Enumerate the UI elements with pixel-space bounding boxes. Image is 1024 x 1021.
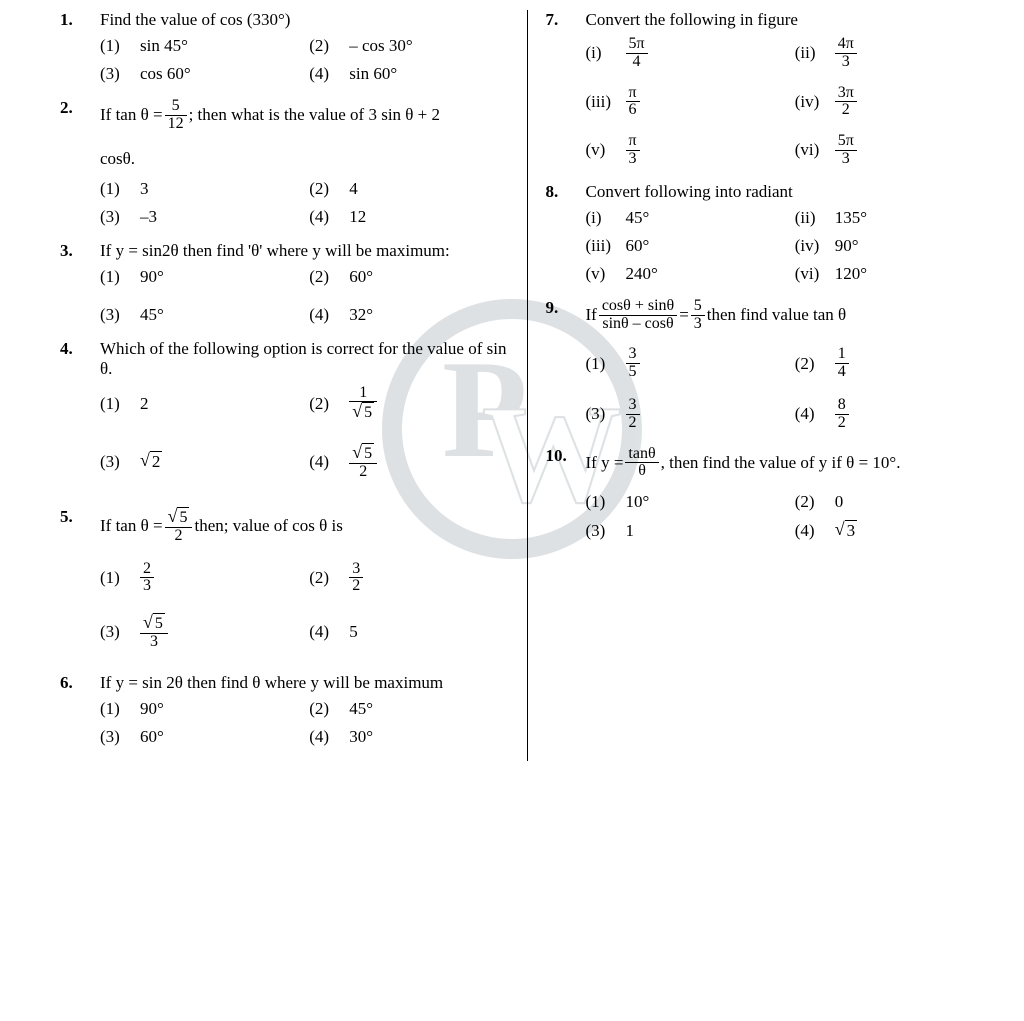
option: (4)√3 xyxy=(795,520,994,541)
option: (2)60° xyxy=(309,267,508,287)
q-stem: If tan θ = √52 then; value of cos θ is xyxy=(100,507,343,545)
option: (1)3 xyxy=(100,179,299,199)
option: (4)sin 60° xyxy=(309,64,508,84)
option: (3)1 xyxy=(586,520,785,541)
option: (2)– cos 30° xyxy=(309,36,508,56)
option: (3)60° xyxy=(100,727,299,747)
q-number: 2. xyxy=(60,98,100,227)
question-3: 3. If y = sin2θ then find 'θ' where y wi… xyxy=(60,241,509,325)
q-stem: Find the value of cos (330°) xyxy=(100,10,509,30)
option: (1)10° xyxy=(586,492,785,512)
option: (3)√53 xyxy=(100,613,299,651)
q-number: 4. xyxy=(60,339,100,481)
option: (2)4 xyxy=(309,179,508,199)
option: (1)90° xyxy=(100,699,299,719)
option: (i)5π4 xyxy=(586,36,785,71)
option: (3)32 xyxy=(586,397,785,432)
q-number: 6. xyxy=(60,673,100,747)
option: (2) 1√5 xyxy=(309,385,508,423)
option: (vi)120° xyxy=(795,264,994,284)
option: (vi)5π3 xyxy=(795,133,994,168)
q-stem: Convert following into radiant xyxy=(586,182,995,202)
q-stem: If y = tanθθ , then find the value of y … xyxy=(586,446,901,481)
option: (v)240° xyxy=(586,264,785,284)
fraction: tanθθ xyxy=(625,446,658,481)
q-number: 10. xyxy=(546,446,586,542)
q-stem: If y = sin2θ then find 'θ' where y will … xyxy=(100,241,509,261)
fraction: cosθ + sinθsinθ – cosθ xyxy=(599,298,677,333)
question-1: 1. Find the value of cos (330°) (1)sin 4… xyxy=(60,10,509,84)
option: (4)30° xyxy=(309,727,508,747)
option: (2)14 xyxy=(795,346,994,381)
right-column: 7. Convert the following in figure (i)5π… xyxy=(528,10,995,761)
q-number: 9. xyxy=(546,298,586,432)
option: (4)82 xyxy=(795,397,994,432)
option: (iv)90° xyxy=(795,236,994,256)
fraction: 512 xyxy=(165,98,187,133)
question-7: 7. Convert the following in figure (i)5π… xyxy=(546,10,995,168)
option: (i)45° xyxy=(586,208,785,228)
question-5: 5. If tan θ = √52 then; value of cos θ i… xyxy=(60,507,509,652)
q-number: 5. xyxy=(60,507,100,652)
option: (ii)135° xyxy=(795,208,994,228)
option: (3)45° xyxy=(100,305,299,325)
question-4: 4. Which of the following option is corr… xyxy=(60,339,509,481)
option: (1)90° xyxy=(100,267,299,287)
option: (4)32° xyxy=(309,305,508,325)
question-2: 2. If tan θ = 512 ; then what is the val… xyxy=(60,98,509,227)
q-number: 3. xyxy=(60,241,100,325)
page: 1. Find the value of cos (330°) (1)sin 4… xyxy=(60,10,994,761)
option: (1)23 xyxy=(100,561,299,596)
option: (4)5 xyxy=(309,613,508,651)
option: (4) √52 xyxy=(309,443,508,481)
option: (1)35 xyxy=(586,346,785,381)
option: (1)sin 45° xyxy=(100,36,299,56)
question-9: 9. If cosθ + sinθsinθ – cosθ = 53 then f… xyxy=(546,298,995,432)
q-stem: Convert the following in figure xyxy=(586,10,995,30)
option: (2)0 xyxy=(795,492,994,512)
option: (3) √2 xyxy=(100,443,299,481)
option: (iii)60° xyxy=(586,236,785,256)
q-stem: If tan θ = 512 ; then what is the value … xyxy=(100,98,440,133)
option: (iv)3π2 xyxy=(795,85,994,120)
q-stem: If y = sin 2θ then find θ where y will b… xyxy=(100,673,509,693)
q-number: 8. xyxy=(546,182,586,284)
left-column: 1. Find the value of cos (330°) (1)sin 4… xyxy=(60,10,528,761)
question-6: 6. If y = sin 2θ then find θ where y wil… xyxy=(60,673,509,747)
question-10: 10. If y = tanθθ , then find the value o… xyxy=(546,446,995,542)
fraction: 1√5 xyxy=(349,385,377,423)
question-8: 8. Convert following into radiant (i)45°… xyxy=(546,182,995,284)
option: (3)–3 xyxy=(100,207,299,227)
option: (1)2 xyxy=(100,385,299,423)
fraction: 53 xyxy=(691,298,705,333)
option: (3)cos 60° xyxy=(100,64,299,84)
q-stem: Which of the following option is correct… xyxy=(100,339,509,379)
option: (2)45° xyxy=(309,699,508,719)
q-stem: If cosθ + sinθsinθ – cosθ = 53 then find… xyxy=(586,298,847,333)
option: (iii)π6 xyxy=(586,85,785,120)
q-number: 1. xyxy=(60,10,100,84)
q-number: 7. xyxy=(546,10,586,168)
sqrt: √2 xyxy=(140,451,162,472)
q-stem-cont: cosθ. xyxy=(100,149,509,169)
option: (ii)4π3 xyxy=(795,36,994,71)
option: (2)32 xyxy=(309,561,508,596)
fraction: √52 xyxy=(349,443,377,481)
option: (v)π3 xyxy=(586,133,785,168)
option: (4)12 xyxy=(309,207,508,227)
fraction: √52 xyxy=(165,507,193,545)
